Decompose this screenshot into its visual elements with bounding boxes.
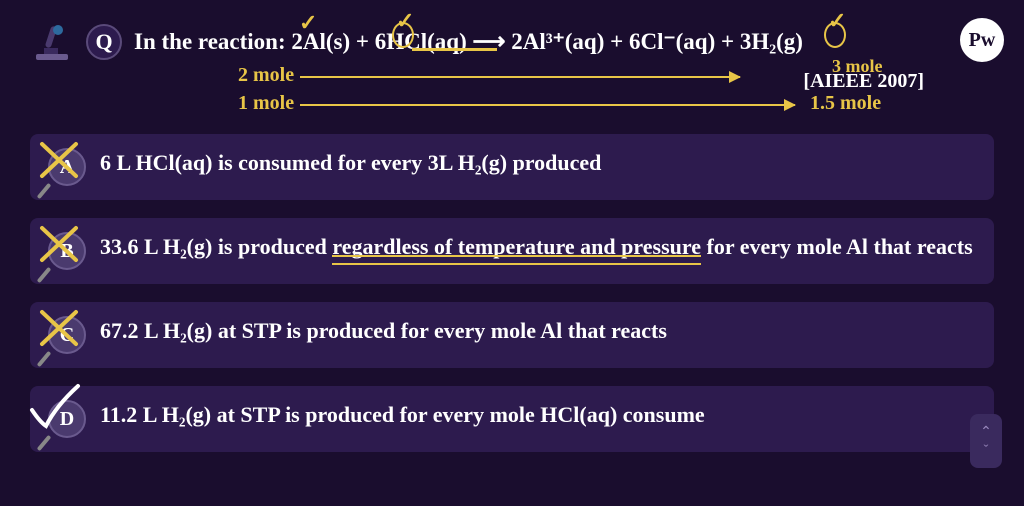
option-badge-c: C xyxy=(48,316,86,354)
hand-check-3: ✓ xyxy=(828,6,846,37)
option-letter-d: D xyxy=(60,408,74,431)
option-b-part1: 33.6 L H₂(g) is produced xyxy=(100,234,332,259)
option-b[interactable]: B 33.6 L H₂(g) is produced regardless of… xyxy=(30,218,994,284)
option-letter-c: C xyxy=(60,324,74,347)
hand-check-1: ✓ xyxy=(299,8,317,39)
hand-1.5mole: 1.5 mole xyxy=(810,92,881,115)
option-text-a: 6 L HCl(aq) is consumed for every 3L H₂(… xyxy=(100,148,976,178)
source-tag: [AIEEE 2007] xyxy=(803,70,924,93)
question-badge-letter: Q xyxy=(95,29,112,55)
option-c[interactable]: C 67.2 L H₂(g) at STP is produced for ev… xyxy=(30,302,994,368)
hand-check-2: ✓ xyxy=(396,6,414,37)
hand-1mole: 1 mole xyxy=(238,92,294,115)
option-text-d: 11.2 L H₂(g) at STP is produced for ever… xyxy=(100,400,976,430)
option-letter-a: A xyxy=(60,156,74,179)
options-list: A 6 L HCl(aq) is consumed for every 3L H… xyxy=(30,134,994,452)
question-badge: Q xyxy=(86,24,122,60)
hand-2mole: 2 mole xyxy=(238,64,294,87)
option-b-part3: for every mole Al that reacts xyxy=(701,234,973,259)
option-text-b: 33.6 L H₂(g) is produced regardless of t… xyxy=(100,232,976,262)
question-equation: 2Al(s) + 6HCl(aq) ⟶ 2Al³⁺(aq) + 6Cl⁻(aq)… xyxy=(291,29,803,54)
microscope-icon xyxy=(30,20,74,64)
scroll-indicator[interactable]: ⌃ ˇ xyxy=(970,414,1002,468)
chevron-down-icon: ˇ xyxy=(984,443,989,459)
hand-underline-hcl xyxy=(412,46,497,51)
option-badge-b: B xyxy=(48,232,86,270)
option-text-c: 67.2 L H₂(g) at STP is produced for ever… xyxy=(100,316,976,346)
option-letter-b: B xyxy=(60,240,73,263)
option-b-part2: regardless of temperature and pressure xyxy=(332,234,701,259)
hand-arrow-1 xyxy=(300,76,740,78)
option-badge-d: D xyxy=(48,400,86,438)
question-text: In the reaction: 2Al(s) + 6HCl(aq) ⟶ 2Al… xyxy=(134,20,994,58)
hand-arrow-2 xyxy=(300,104,795,106)
option-badge-a: A xyxy=(48,148,86,186)
option-a[interactable]: A 6 L HCl(aq) is consumed for every 3L H… xyxy=(30,134,994,200)
option-d[interactable]: D 11.2 L H₂(g) at STP is produced for ev… xyxy=(30,386,994,452)
chevron-up-icon: ⌃ xyxy=(980,424,992,441)
question-prefix: In the reaction: xyxy=(134,29,291,54)
